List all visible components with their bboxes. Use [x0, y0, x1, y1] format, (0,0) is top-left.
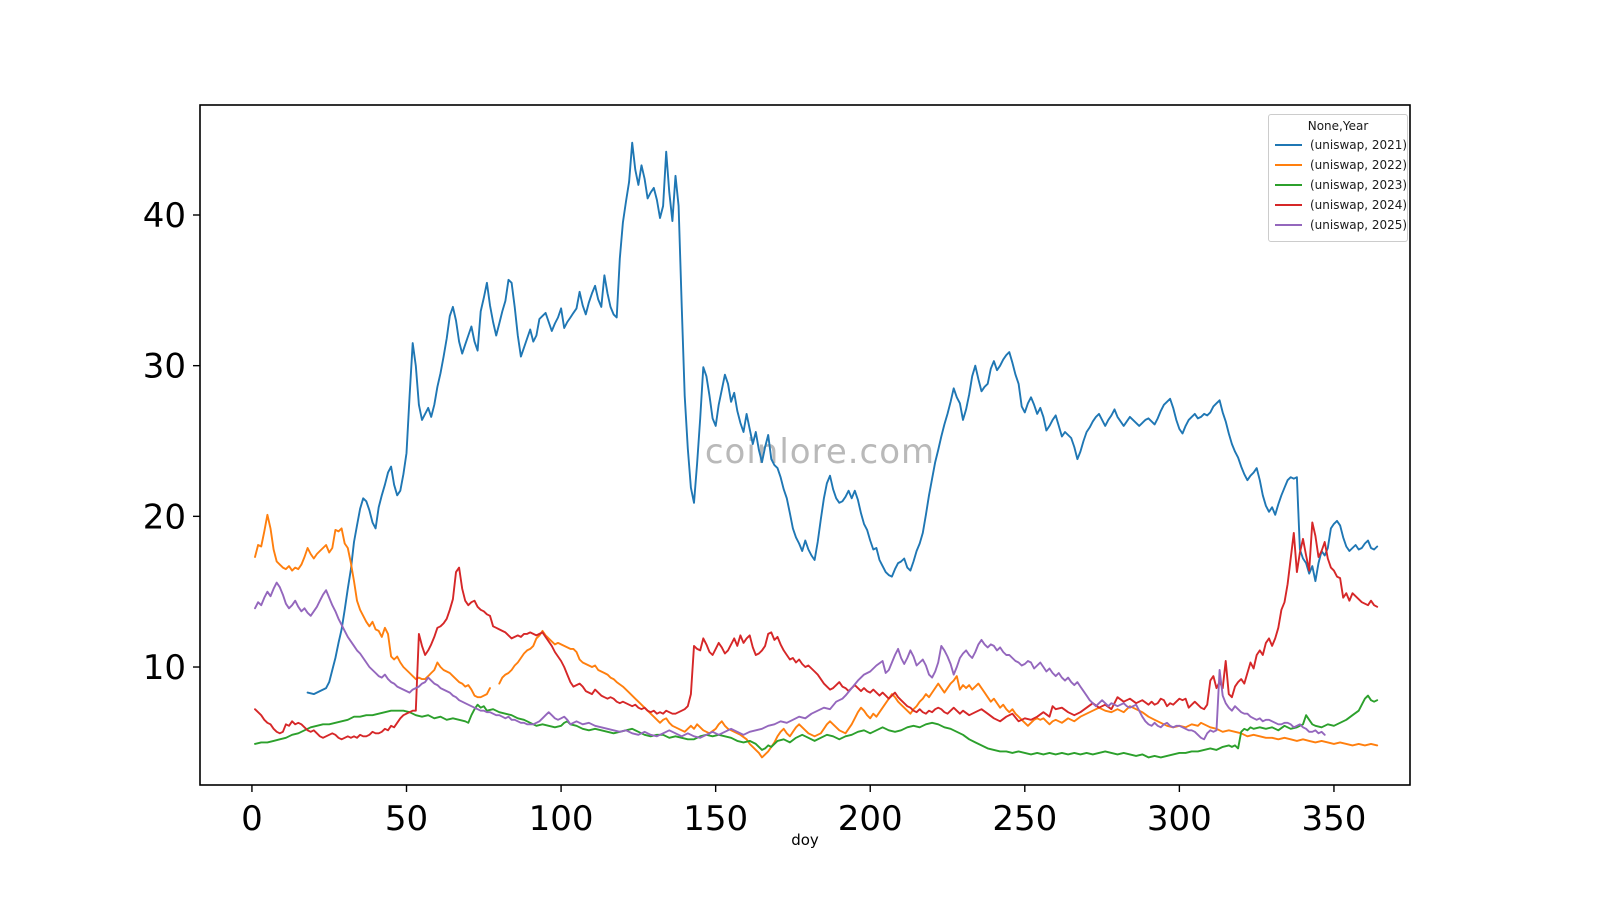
series-line-uniswap-2023: [254, 694, 1379, 759]
series-line-uniswap-2021: [306, 141, 1379, 696]
y-tick-label: 30: [143, 347, 186, 387]
legend-label-2024: (uniswap, 2024): [1310, 198, 1408, 212]
axes-box: [199, 104, 1411, 786]
x-tick-label: 100: [529, 799, 594, 839]
x-tick-label: 50: [385, 799, 428, 839]
legend-title: None,Year: [1307, 119, 1369, 133]
x-tick-label: 350: [1301, 799, 1366, 839]
legend-line-swatch-2022: [1275, 164, 1302, 166]
legend-line-swatch-2021: [1275, 144, 1302, 146]
legend-item-2021: (uniswap, 2021): [1275, 135, 1407, 155]
x-axis-label: doy: [791, 831, 819, 849]
y-tick-label: 20: [143, 497, 186, 537]
legend-label-2022: (uniswap, 2022): [1310, 158, 1408, 172]
x-tick-label: 0: [241, 799, 263, 839]
legend-item-2024: (uniswap, 2024): [1275, 195, 1407, 215]
legend: None,Year (uniswap, 2021) (uniswap, 2022)…: [1268, 114, 1408, 242]
legend-item-2023: (uniswap, 2023): [1275, 175, 1407, 195]
legend-items: (uniswap, 2021) (uniswap, 2022) (uniswap, …: [1275, 135, 1407, 235]
legend-label-2021: (uniswap, 2021): [1310, 138, 1408, 152]
legend-line-swatch-2025: [1275, 224, 1302, 226]
legend-item-2022: (uniswap, 2022): [1275, 155, 1407, 175]
legend-item-2025: (uniswap, 2025): [1275, 215, 1407, 235]
y-tick-label: 10: [143, 648, 186, 688]
legend-line-swatch-2024: [1275, 204, 1302, 206]
watermark: coinlore.com: [704, 432, 936, 472]
legend-line-swatch-2023: [1275, 184, 1302, 186]
x-tick-label: 150: [683, 799, 748, 839]
legend-label-2023: (uniswap, 2023): [1310, 178, 1408, 192]
x-tick-label: 300: [1147, 799, 1212, 839]
x-tick-label: 200: [838, 799, 903, 839]
x-tick-label: 250: [992, 799, 1057, 839]
series-line-uniswap-2025: [254, 581, 1326, 741]
y-tick-label: 40: [143, 196, 186, 236]
legend-label-2025: (uniswap, 2025): [1310, 218, 1408, 232]
series-line-uniswap-2024: [254, 521, 1379, 741]
series-line-uniswap-2022: [254, 513, 1379, 759]
